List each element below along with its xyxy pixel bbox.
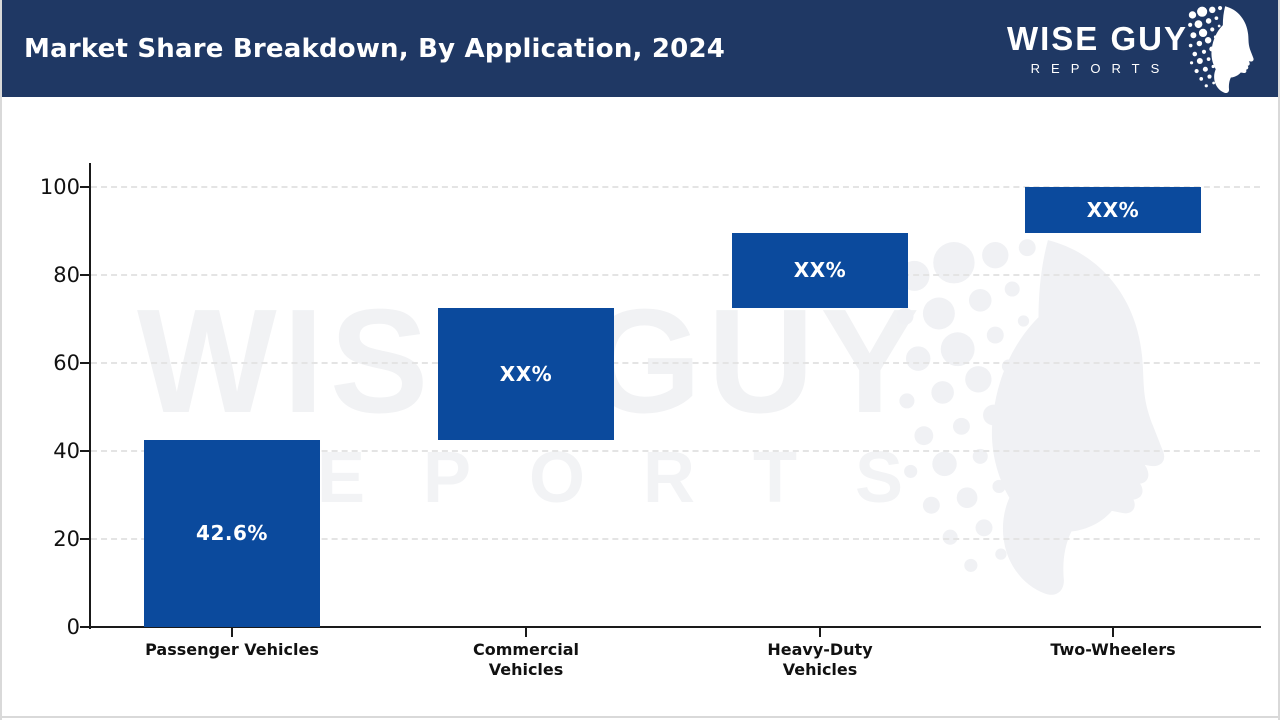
x-tick-mark-two-wheelers bbox=[1112, 628, 1114, 637]
logo-wordmark: WISE GUY bbox=[1006, 19, 1188, 57]
bar-value-label-passenger-vehicles: 42.6% bbox=[196, 521, 268, 546]
y-tick-label-0: 0 bbox=[66, 615, 80, 639]
bar-two-wheelers: XX% bbox=[1025, 187, 1201, 233]
gridline-80 bbox=[91, 274, 1260, 276]
logo-subtext: REPORTS bbox=[1030, 60, 1171, 76]
plot-area: 0 20 40 60 80 100 42.6% Passenger Vehicles XX% Co… bbox=[2, 97, 1278, 720]
gridline-60 bbox=[91, 362, 1260, 364]
y-tick-label-100: 100 bbox=[39, 175, 80, 199]
brand-logo-text: WISE GUY REPORTS bbox=[1007, 22, 1188, 76]
bar-commercial-vehicles: XX% bbox=[438, 307, 614, 440]
gridline-40 bbox=[91, 450, 1260, 452]
x-tick-mark-commercial-vehicles bbox=[525, 628, 527, 637]
x-category-label-commercial-vehicles: Commercial Vehicles bbox=[472, 640, 580, 679]
y-tick-mark-40 bbox=[80, 450, 90, 452]
x-category-label-heavy-duty-vehicles: Heavy-Duty Vehicles bbox=[767, 640, 873, 679]
y-axis-line bbox=[89, 163, 91, 629]
y-tick-label-20: 20 bbox=[53, 527, 80, 551]
y-tick-label-80: 80 bbox=[53, 263, 80, 287]
x-category-label-two-wheelers: Two-Wheelers bbox=[1050, 640, 1176, 659]
x-tick-mark-heavy-duty-vehicles bbox=[819, 628, 821, 637]
chart-title: Market Share Breakdown, By Application, … bbox=[24, 33, 726, 64]
bottom-rule bbox=[2, 716, 1278, 718]
x-category-label-passenger-vehicles: Passenger Vehicles bbox=[145, 640, 319, 659]
y-tick-label-40: 40 bbox=[53, 439, 80, 463]
header-banner: Market Share Breakdown, By Application, … bbox=[2, 0, 1278, 97]
y-tick-label-60: 60 bbox=[53, 351, 80, 375]
gridline-20 bbox=[91, 538, 1260, 540]
brand-logo: WISE GUY REPORTS bbox=[1007, 3, 1258, 95]
x-axis-line bbox=[89, 626, 1261, 628]
logo-head-icon bbox=[1188, 5, 1254, 93]
gridline-100 bbox=[91, 186, 1260, 188]
y-tick-mark-80 bbox=[80, 274, 90, 276]
y-tick-mark-60 bbox=[80, 362, 90, 364]
bar-value-label-two-wheelers: XX% bbox=[1086, 197, 1140, 222]
bar-value-label-commercial-vehicles: XX% bbox=[499, 361, 553, 386]
bar-heavy-duty-vehicles: XX% bbox=[732, 232, 908, 308]
x-tick-mark-passenger-vehicles bbox=[231, 628, 233, 637]
bar-value-label-heavy-duty-vehicles: XX% bbox=[793, 258, 847, 283]
y-tick-mark-20 bbox=[80, 538, 90, 540]
bar-passenger-vehicles: 42.6% bbox=[144, 439, 320, 627]
y-tick-mark-100 bbox=[80, 186, 90, 188]
y-tick-mark-0 bbox=[80, 626, 90, 628]
